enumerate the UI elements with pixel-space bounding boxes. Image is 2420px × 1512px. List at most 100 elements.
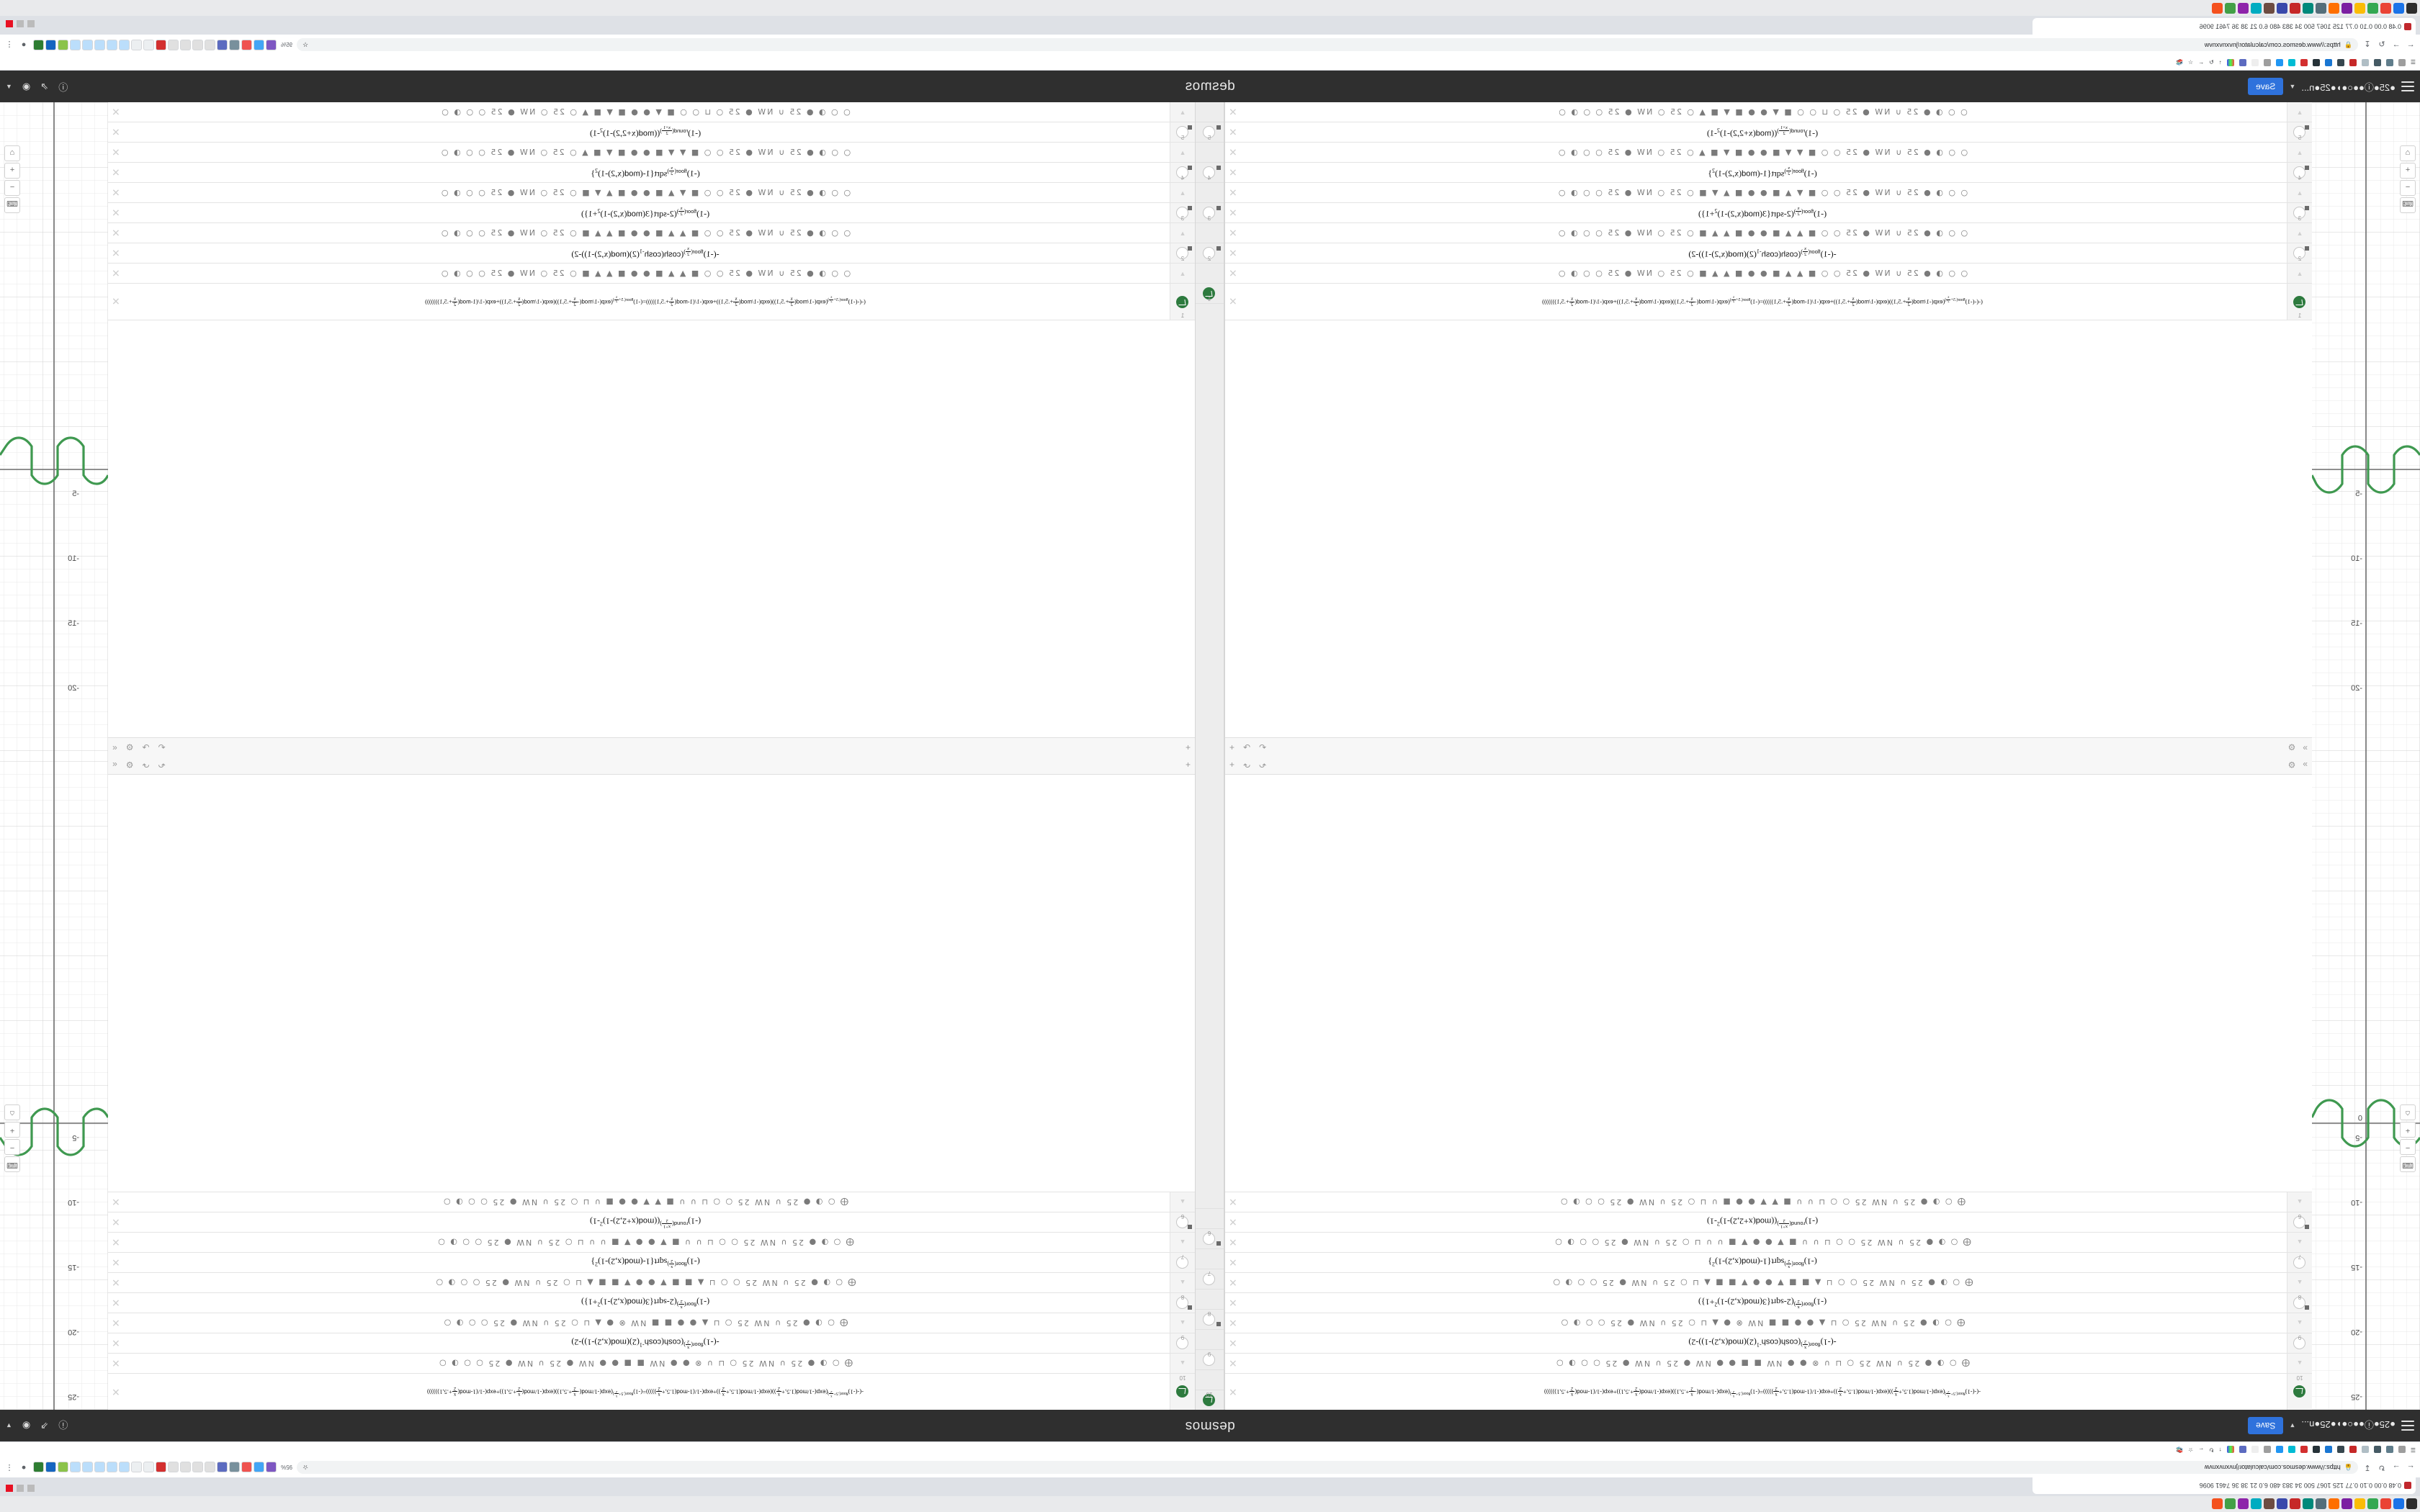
app-icon[interactable] [2329,1498,2339,1510]
keyboard-icon[interactable]: ⌨ [4,1156,20,1172]
index-strip-cell[interactable]: 2 [1195,243,1224,264]
chevron-up-icon[interactable]: ▲ [1179,108,1186,116]
address-bar[interactable]: 🔒 https://www.desmos.com/calculator/jnvx… [297,1461,2358,1474]
expression-label-text[interactable]: ⨁ ○ ◑ ● 25 ∪ NW 25 ○ ○ ⊔ ∪ ∪ ■ ▼ ● ● ▼ ■… [1225,1233,2287,1252]
expression-row[interactable]: 2 -(-1)floor(x 2)(cosh(cosh-1(2)(mod(x,2)-… [1225,243,2312,264]
expression-index-cell[interactable]: 6 [2287,1212,2312,1232]
chevron-up-icon[interactable]: ▲ [2296,1279,2303,1287]
expression-index-cell[interactable]: 9 [2287,1333,2312,1353]
extension-icon[interactable] [168,1462,179,1473]
expand-icon[interactable]: » [2303,760,2308,770]
graph-title[interactable]: ●25●ⓘ●●○●◗●25●n... [2301,1419,2396,1431]
expression-label-text[interactable]: ○ ○ ◑ ● 25 ∪ NW ● 25 ○ ○ ■ ▲ ▲ ■ ● ● ■ ▲… [1225,223,2287,243]
delete-expression-icon[interactable]: ✕ [1229,146,1237,158]
chevron-up-icon[interactable]: ▲ [1179,269,1186,277]
index-strip-cell[interactable]: 10 [1195,1390,1224,1410]
browser-tab[interactable]: 0.48 0.00 0.10 0.77 125 1067 500 34 383 … [2033,1477,2416,1494]
extension-icon[interactable] [33,39,44,50]
add-expression-icon[interactable]: + [1229,760,1235,770]
delete-expression-icon[interactable]: ✕ [1229,227,1237,238]
footer-actions[interactable]: ↶ ↷ ⚙ « [112,742,166,752]
expression-index-cell[interactable]: 5 [1170,122,1195,142]
index-strip-cell[interactable]: 6 [1195,1228,1224,1248]
app-icon[interactable] [2264,1498,2275,1510]
expression-math[interactable]: (-1)round(x+1 2)((mod(x+2,2)-1)2-1) [1225,122,2287,142]
chevron-up-icon[interactable]: ▲ [1179,1279,1186,1287]
expression-index-cell[interactable]: ▲ [1170,1354,1195,1373]
expression-footer-left-bottom[interactable]: » ⚙ ↶ ↷ + [1225,737,2312,756]
expression-index-cell[interactable]: ▲ [2287,183,2312,202]
account-icon[interactable]: ◉ [22,1421,31,1431]
visibility-toggle-on[interactable] [2293,1385,2306,1398]
zoom-in-icon[interactable]: + [2400,1122,2416,1138]
chevron-up-icon[interactable]: ▲ [2296,229,2303,237]
expression-label-text[interactable]: ○ ○ ◑ ● 25 ∪ NW ● 25 ○ ⊔ ○ ○ ■ ▼ ● ● ■ ▼… [108,102,1170,122]
expression-label-text[interactable]: ⨁ ○ ◑ ● 25 ∪ NW 25 ○ ○ ⊔ ∪ ∪ ■ ▼ ● ● ▼ ■… [108,1233,1170,1252]
expression-math[interactable]: (-1)floor(x 2)(2-sqrt{3(mod(x,2)-1)2+1}) [108,1293,1170,1313]
expression-index-cell[interactable]: 4 [2287,163,2312,182]
expression-label-row[interactable]: ▲ ○ ○ ◑ ● 25 ∪ NW ● 25 ○ ⊔ ○ ○ ■ ▼ ● ● ■ … [1225,102,2312,122]
expression-panel-left-bottom[interactable]: ▲ ○ ○ ◑ ● 25 ∪ NW ● 25 ○ ⊔ ○ ○ ■ ▼ ● ● ■ … [1224,102,2312,756]
expression-index-cell[interactable]: 1 [2287,284,2312,320]
maximize-icon[interactable] [17,1485,24,1492]
expression-label-row[interactable]: ▲ ○ ○ ◑ ● 25 ∪ NW ● 25 ○ ○ ■ ▼ ▼ ■ ● ● ■ … [108,143,1195,163]
extension-icon[interactable] [180,1462,191,1473]
expression-math[interactable]: -(-(-1)floor(.5+ x 2)(exp(-1/mod(1.5,+ x 2))… [108,1374,1170,1410]
expression-label-row[interactable]: ▲ ○ ○ ◑ ● 25 ∪ NW ● 25 ○ ○ ■ ▼ ▲ ■ ● ● ■ … [108,183,1195,203]
bookmark-item[interactable]: ☆ [2187,1446,2194,1453]
expression-label-row[interactable]: ▲ ⨁ ○ ◑ ● 25 ∪ NW 25 ○ ⊔ ▲ ● ● ■ ■ NW ⊗ ●… [1225,1313,2312,1333]
delete-expression-icon[interactable]: ✕ [1229,1217,1237,1228]
extension-icon[interactable] [254,1462,264,1473]
graph-tools-right[interactable]: ⌂ + − ⌨ [4,145,20,213]
app-icon[interactable] [2225,1498,2236,1510]
bookmark-item[interactable] [2262,58,2272,67]
expression-row[interactable]: 1 (-(-(-1)floor(.5+ x 2)(exp(-1/mod(x 2 +.5,1… [1225,284,2312,320]
extension-icon[interactable] [119,39,130,50]
gear-icon[interactable]: ⚙ [125,760,134,770]
expression-panel-left-top[interactable]: 10 -(-(-1)floor(.5+ x 2)(exp(-1/mod(1.5,+ x 2… [1224,756,2312,1410]
expression-label-text[interactable]: ○ ○ ◑ ● 25 ∪ NW ● 25 ○ ○ ■ ▲ ▲ ■ ● ● ■ ▲… [108,264,1170,283]
extension-icon[interactable] [192,39,203,50]
expression-index-cell[interactable]: 7 [2287,1253,2312,1272]
delete-expression-icon[interactable]: ✕ [112,1386,120,1398]
undo-icon[interactable]: ↶ [1259,760,1267,770]
redo-icon[interactable]: ↷ [142,760,150,770]
extension-icon[interactable] [156,1462,166,1473]
zoom-level[interactable]: 95% [281,1464,293,1471]
forward-icon[interactable]: → [2392,1463,2401,1472]
expression-label-row[interactable]: ▲ ○ ○ ◑ ● 25 ∪ NW ● 25 ○ ⊔ ○ ○ ■ ▼ ● ● ■ … [108,102,1195,122]
delete-expression-icon[interactable]: ✕ [112,126,120,138]
forward-icon[interactable]: → [2392,40,2401,49]
tab-strip-top[interactable]: 0.48 0.00 0.10 0.77 125 1067 500 34 383 … [0,1477,2420,1496]
expression-row[interactable]: 6 (-1)round(x+1 2)((mod(x+2,2)-1)2-1) ✕ [108,1212,1195,1232]
extension-icon[interactable] [82,39,93,50]
expression-math[interactable]: -(-1)floor(x 2)(cosh(cosh-1(2)(mod(x,2)-1… [108,243,1170,263]
expression-math[interactable]: (-1)floor(x 2)sqrt{1-(mod(x,2)-1)2} [108,163,1170,182]
delete-expression-icon[interactable]: ✕ [112,1297,120,1309]
expression-index-cell[interactable]: 6 [1170,1212,1195,1232]
expression-row[interactable]: 4 (-1)floor(x 2)sqrt{1-(mod(x,2)-1)2} ✕ [1225,163,2312,183]
delete-expression-icon[interactable]: ✕ [1229,1197,1237,1208]
visibility-toggle-on[interactable] [1176,295,1189,308]
profile-icon[interactable]: ● [21,40,27,49]
index-strip-cell[interactable] [1195,1208,1224,1228]
delete-expression-icon[interactable]: ✕ [1229,207,1237,218]
home-icon[interactable]: ⌂ [4,145,20,161]
delete-expression-icon[interactable]: ✕ [1229,126,1237,138]
extension-icon[interactable] [205,39,215,50]
expression-footer-right-top[interactable]: + ↶ ↷ ⚙ « [108,756,1195,775]
expression-index-cell[interactable]: 2 [1170,243,1195,263]
expression-math[interactable]: (-(-(-1)floor(.5+ x 2)(exp(-1/mod(x 2 +.5,1)… [108,284,1170,320]
add-expression-icon[interactable]: + [1229,742,1235,752]
bookmark-item[interactable]: ↻ [2209,59,2214,66]
app-icon[interactable] [2316,1498,2326,1510]
bookmark-item[interactable] [2323,58,2334,67]
home-icon[interactable]: ⌂ [2400,145,2416,161]
bookmark-item[interactable] [2311,1446,2321,1454]
expression-panel-right-top[interactable]: 10 -(-(-1)floor(.5+ x 2)(exp(-1/mod(1.5,+ x 2… [108,756,1196,1410]
app-icon[interactable] [2393,2,2404,14]
chevron-up-icon[interactable]: ▲ [2296,148,2303,156]
delete-expression-icon[interactable]: ✕ [112,146,120,158]
graph-tools-left[interactable]: ⌨ − + ⌂ [2400,1104,2416,1172]
footer-actions[interactable]: ↶ ↷ + [1229,742,1266,752]
